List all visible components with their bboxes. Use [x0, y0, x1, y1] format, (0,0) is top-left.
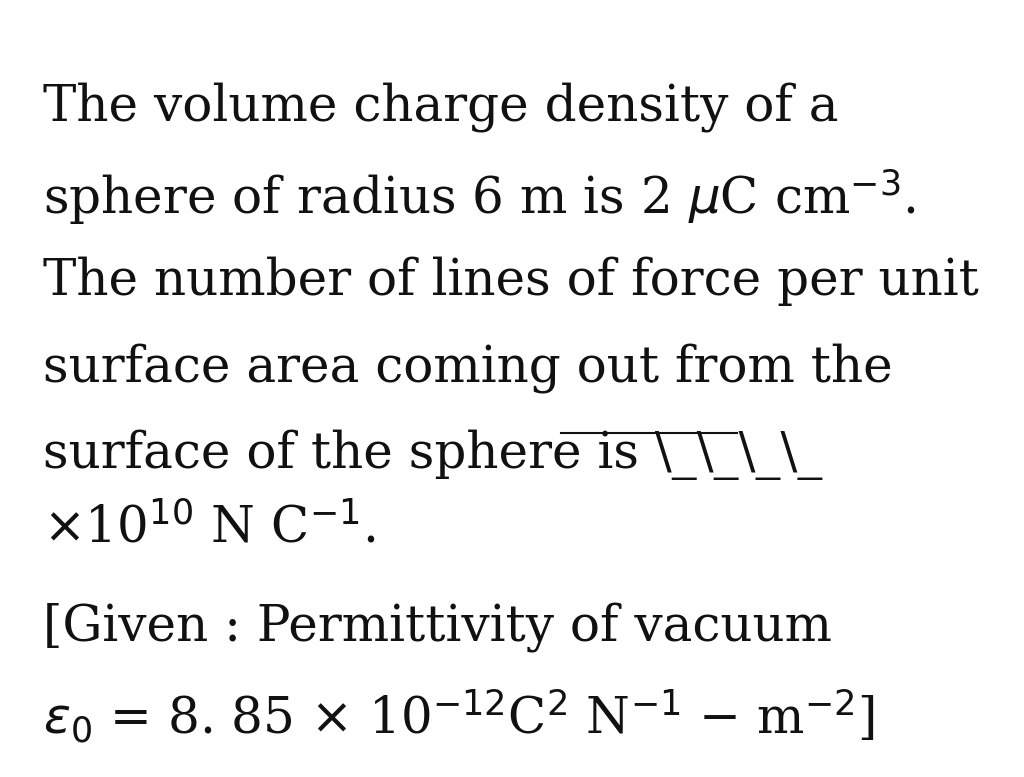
Text: [Given : Permittivity of vacuum: [Given : Permittivity of vacuum	[43, 602, 833, 652]
Text: sphere of radius 6 m is 2 $\mu$C cm$^{-3}$.: sphere of radius 6 m is 2 $\mu$C cm$^{-3…	[43, 167, 916, 227]
Text: $\epsilon_0$ = 8. 85 $\times$ 10$^{-12}$C$^2$ N$^{-1}$ − m$^{-2}$]: $\epsilon_0$ = 8. 85 $\times$ 10$^{-12}$…	[43, 688, 874, 745]
Text: The volume charge density of a: The volume charge density of a	[43, 82, 839, 131]
Text: $\times$10$^{10}$ N C$^{-1}$.: $\times$10$^{10}$ N C$^{-1}$.	[43, 503, 376, 553]
Text: surface of the sphere is \_\_\_\_: surface of the sphere is \_\_\_\_	[43, 430, 822, 480]
Text: surface area coming out from the: surface area coming out from the	[43, 343, 893, 393]
Text: The number of lines of force per unit: The number of lines of force per unit	[43, 256, 979, 306]
